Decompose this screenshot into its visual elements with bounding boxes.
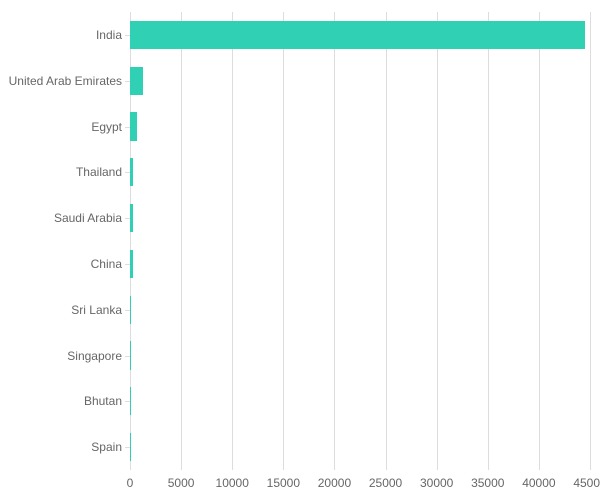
x-tick-label: 40000 (522, 476, 555, 490)
y-tick-label: China (91, 257, 122, 271)
bar (130, 158, 133, 186)
gridline (181, 12, 182, 470)
y-tick-label: Thailand (76, 165, 122, 179)
gridline (437, 12, 438, 470)
x-tick-label: 20000 (318, 476, 351, 490)
bar (130, 296, 131, 324)
x-tick-label: 30000 (420, 476, 453, 490)
bar (130, 204, 133, 232)
y-tick (125, 127, 130, 128)
bar (130, 387, 131, 415)
x-tick-label: 25000 (369, 476, 402, 490)
y-tick-label: Spain (91, 440, 122, 454)
y-tick-label: Egypt (91, 120, 122, 134)
x-tick-label: 5000 (168, 476, 195, 490)
y-tick (125, 172, 130, 173)
x-tick-label: 35000 (471, 476, 504, 490)
bar (130, 341, 131, 369)
x-tick-label: 15000 (267, 476, 300, 490)
y-tick (125, 356, 130, 357)
y-tick-label: India (96, 28, 122, 42)
y-tick (125, 310, 130, 311)
gridline (232, 12, 233, 470)
gridline (590, 12, 591, 470)
y-tick-label: United Arab Emirates (9, 74, 122, 88)
y-tick (125, 35, 130, 36)
y-tick (125, 218, 130, 219)
gridline (334, 12, 335, 470)
gridline (539, 12, 540, 470)
y-tick (125, 401, 130, 402)
gridline (386, 12, 387, 470)
y-tick-label: Sri Lanka (71, 303, 122, 317)
y-tick (125, 447, 130, 448)
bar-chart: India United Arab Emirates Egypt Thailand Sa… (0, 0, 600, 500)
y-tick (125, 81, 130, 82)
bar (130, 67, 143, 95)
bar (130, 112, 137, 140)
gridline (488, 12, 489, 470)
x-tick-label: 45000 (573, 476, 600, 490)
plot-area (130, 12, 590, 470)
x-tick-label: 0 (127, 476, 134, 490)
y-tick-label: Saudi Arabia (54, 211, 122, 225)
bar (130, 250, 133, 278)
gridline (283, 12, 284, 470)
bar (130, 433, 131, 461)
y-tick-label: Singapore (67, 349, 122, 363)
y-tick (125, 264, 130, 265)
y-tick-label: Bhutan (84, 394, 122, 408)
bar (130, 21, 585, 49)
x-tick-label: 10000 (216, 476, 249, 490)
